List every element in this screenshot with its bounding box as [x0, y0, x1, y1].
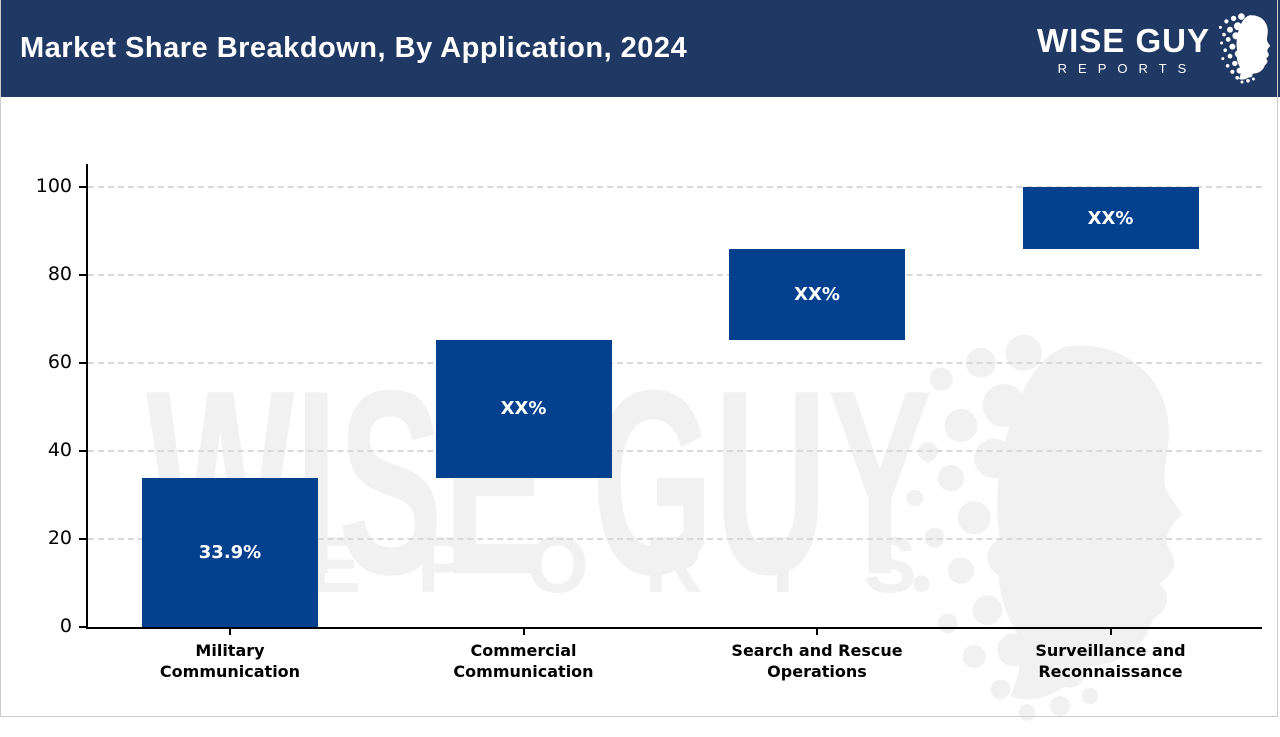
- logo-wordmark: WISE GUY REPORTS: [1037, 24, 1210, 75]
- x-category-line: Military: [83, 640, 377, 661]
- gridline: [88, 450, 1262, 452]
- y-tick-label: 40: [20, 439, 72, 461]
- logo-head-icon: [1212, 8, 1272, 90]
- x-category-label: Search and RescueOperations: [670, 640, 964, 682]
- x-tick-mark: [1110, 629, 1112, 635]
- gridline: [88, 274, 1262, 276]
- x-tick-mark: [523, 629, 525, 635]
- x-category-line: Communication: [83, 661, 377, 682]
- wise-guy-logo: WISE GUY REPORTS: [1037, 5, 1272, 93]
- page-title: Market Share Breakdown, By Application, …: [20, 32, 687, 65]
- y-axis-line: [86, 164, 88, 629]
- plot-region: 0 20 40 60 80 100 33.9% MilitaryCommunication XX…: [0, 97, 1280, 720]
- x-axis-line: [86, 627, 1262, 629]
- x-tick-mark: [816, 629, 818, 635]
- header-bar: Market Share Breakdown, By Application, …: [0, 0, 1280, 97]
- y-tick-mark: [79, 450, 86, 452]
- bar-value-label: XX%: [436, 340, 612, 478]
- chart-area: WISE GUY REPORTS 02040608010033.9%Milita…: [0, 97, 1280, 720]
- y-tick-label: 80: [20, 263, 72, 285]
- x-category-line: Reconnaissance: [964, 661, 1258, 682]
- x-category-line: Operations: [670, 661, 964, 682]
- y-tick-mark: [79, 186, 86, 188]
- x-category-label: CommercialCommunication: [377, 640, 671, 682]
- gridline: [88, 362, 1262, 364]
- x-category-label: Surveillance andReconnaissance: [964, 640, 1258, 682]
- x-category-line: Commercial: [377, 640, 671, 661]
- logo-subtitle-text: REPORTS: [1037, 62, 1210, 75]
- y-tick-label: 60: [20, 351, 72, 373]
- y-tick-mark: [79, 274, 86, 276]
- bar-value-label: XX%: [729, 249, 905, 340]
- y-tick-mark: [79, 626, 86, 628]
- x-category-line: Surveillance and: [964, 640, 1258, 661]
- y-tick-label: 100: [20, 175, 72, 197]
- x-category-line: Search and Rescue: [670, 640, 964, 661]
- y-tick-label: 20: [20, 527, 72, 549]
- bar-value-label: XX%: [1023, 187, 1199, 249]
- x-category-line: Communication: [377, 661, 671, 682]
- bar-value-label: 33.9%: [142, 478, 318, 627]
- x-category-label: MilitaryCommunication: [83, 640, 377, 682]
- y-tick-mark: [79, 362, 86, 364]
- logo-title-text: WISE GUY: [1037, 24, 1210, 57]
- x-tick-mark: [229, 629, 231, 635]
- y-tick-mark: [79, 538, 86, 540]
- y-tick-label: 0: [20, 615, 72, 637]
